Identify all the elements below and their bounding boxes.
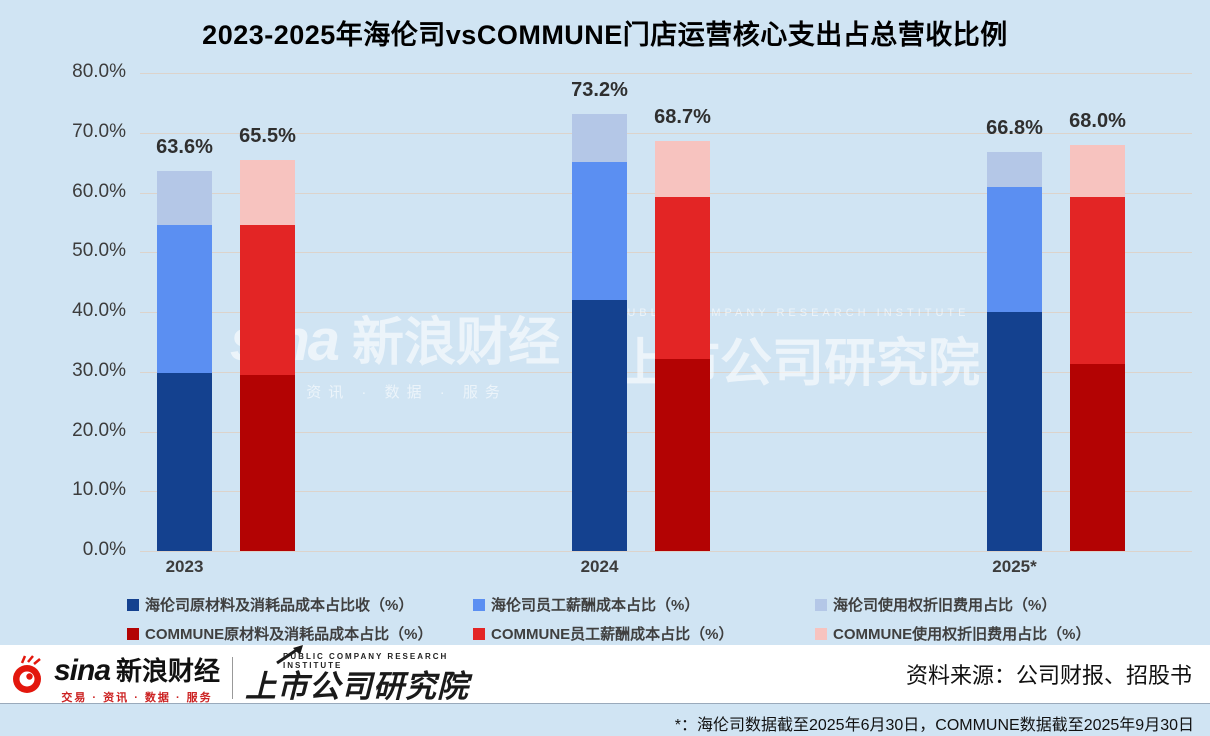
sina-bird-icon bbox=[8, 653, 50, 702]
bar-segment-海伦司-2024 bbox=[572, 162, 627, 301]
x-axis-tick-label: 2025* bbox=[992, 557, 1037, 576]
bar-total-label: 66.8% bbox=[986, 116, 1043, 139]
bar-segment-COMMUNE-2024 bbox=[655, 358, 710, 551]
bar-segment-海伦司-2025* bbox=[987, 186, 1042, 312]
legend-label: COMMUNE使用权折旧费用占比（%） bbox=[833, 626, 1091, 643]
legend-swatch bbox=[127, 598, 139, 611]
y-axis-tick-label: 50.0% bbox=[72, 240, 126, 262]
institute-logo-en: PUBLIC COMPANY RESEARCH INSTITUTE bbox=[283, 652, 449, 670]
bar-total-label: 63.6% bbox=[156, 135, 213, 158]
bar-segment-海伦司-2023 bbox=[157, 170, 212, 226]
arrow-up-right-icon bbox=[273, 643, 309, 670]
legend-swatch bbox=[815, 598, 827, 611]
bar-segment-海伦司-2025* bbox=[987, 151, 1042, 187]
legend-swatch bbox=[815, 627, 827, 640]
bar-total-label: 73.2% bbox=[571, 78, 628, 101]
legend-item: 海伦司员工薪酬成本占比（%） bbox=[473, 594, 699, 615]
bar-segment-海伦司-2024 bbox=[572, 300, 627, 551]
y-axis-tick-label: 80.0% bbox=[72, 61, 126, 82]
bar-segment-COMMUNE-2024 bbox=[655, 197, 710, 359]
bar-segment-COMMUNE-2023 bbox=[240, 375, 295, 551]
x-axis-tick-label: 2024 bbox=[580, 557, 619, 576]
y-axis-tick-label: 60.0% bbox=[72, 180, 126, 202]
y-axis-tick-label: 10.0% bbox=[72, 479, 126, 501]
legend-item: COMMUNE使用权折旧费用占比（%） bbox=[815, 623, 1091, 644]
bar-segment-海伦司-2023 bbox=[157, 225, 212, 373]
y-axis-tick-label: 20.0% bbox=[72, 419, 126, 441]
gridline bbox=[140, 132, 1192, 134]
sina-logo: sina 新浪财经 交易 · 资讯 · 数据 · 服务 bbox=[8, 651, 220, 705]
legend-item: COMMUNE员工薪酬成本占比（%） bbox=[473, 623, 734, 644]
legend-item: 海伦司原材料及消耗品成本占比收（%） bbox=[127, 594, 413, 615]
sina-tagline: 交易 · 资讯 · 数据 · 服务 bbox=[61, 691, 213, 704]
legend-label: 海伦司使用权折旧费用占比（%） bbox=[833, 597, 1057, 614]
bar-total-label: 68.0% bbox=[1069, 109, 1126, 132]
footer-logo-divider bbox=[232, 656, 234, 699]
legend-label: COMMUNE原材料及消耗品成本占比（%） bbox=[145, 626, 433, 643]
bar-segment-COMMUNE-2025* bbox=[1070, 196, 1125, 364]
bar-total-label: 65.5% bbox=[239, 124, 296, 147]
footer-logos: sina 新浪财经 交易 · 资讯 · 数据 · 服务 PUBLIC COMPA… bbox=[8, 645, 470, 706]
legend-label: 海伦司员工薪酬成本占比（%） bbox=[491, 597, 700, 614]
sina-cn-wordmark: 新浪财经 bbox=[116, 655, 221, 686]
bar-total-label: 68.7% bbox=[654, 105, 711, 128]
source-text: 资料来源：公司财报、招股书 bbox=[905, 663, 1192, 688]
bar-segment-海伦司-2025* bbox=[987, 312, 1042, 551]
bar-segment-COMMUNE-2024 bbox=[655, 140, 710, 198]
legend-label: COMMUNE员工薪酬成本占比（%） bbox=[491, 626, 734, 643]
chart-title: 2023-2025年海伦司vsCOMMUNE门店运营核心支出占总营收比例 bbox=[202, 20, 1008, 50]
legend-swatch bbox=[473, 598, 485, 611]
bar-segment-COMMUNE-2025* bbox=[1070, 144, 1125, 197]
y-axis-tick-label: 70.0% bbox=[72, 120, 126, 142]
institute-logo-cn: 上市公司研究院 bbox=[245, 669, 470, 704]
sina-wordmark: sina bbox=[54, 653, 111, 687]
x-axis-tick-label: 2023 bbox=[165, 557, 204, 576]
legend-swatch bbox=[473, 627, 485, 640]
gridline bbox=[140, 551, 1192, 552]
bar-segment-COMMUNE-2023 bbox=[240, 225, 295, 376]
legend-item: COMMUNE原材料及消耗品成本占比（%） bbox=[127, 623, 433, 644]
bar-segment-COMMUNE-2023 bbox=[240, 159, 295, 226]
watermark-sina-cn: 新浪财经 bbox=[352, 314, 561, 372]
footnote-bar: *：海伦司数据截至2025年6月30日，COMMUNE数据截至2025年9月30… bbox=[0, 703, 1210, 736]
footer: sina 新浪财经 交易 · 资讯 · 数据 · 服务 PUBLIC COMPA… bbox=[0, 645, 1210, 706]
legend-swatch bbox=[127, 627, 139, 640]
bar-segment-海伦司-2023 bbox=[157, 372, 212, 551]
institute-logo: PUBLIC COMPANY RESEARCH INSTITUTE 上市公司研究… bbox=[245, 645, 470, 706]
footnote-text: *：海伦司数据截至2025年6月30日，COMMUNE数据截至2025年9月30… bbox=[674, 717, 1194, 734]
bar-segment-COMMUNE-2025* bbox=[1070, 363, 1125, 551]
legend-label: 海伦司原材料及消耗品成本占比收（%） bbox=[145, 597, 414, 614]
bar-segment-海伦司-2024 bbox=[572, 113, 627, 163]
y-axis-tick-label: 30.0% bbox=[72, 359, 126, 381]
y-axis-tick-label: 40.0% bbox=[72, 300, 126, 321]
sina-logo-text: sina 新浪财经 交易 · 资讯 · 数据 · 服务 bbox=[54, 651, 220, 705]
watermark-tagline: · 资讯 · 数据 · 服务 bbox=[283, 384, 507, 401]
y-axis-tick-label: 0.0% bbox=[82, 539, 126, 560]
gridline bbox=[140, 73, 1192, 74]
legend-item: 海伦司使用权折旧费用占比（%） bbox=[815, 594, 1056, 615]
